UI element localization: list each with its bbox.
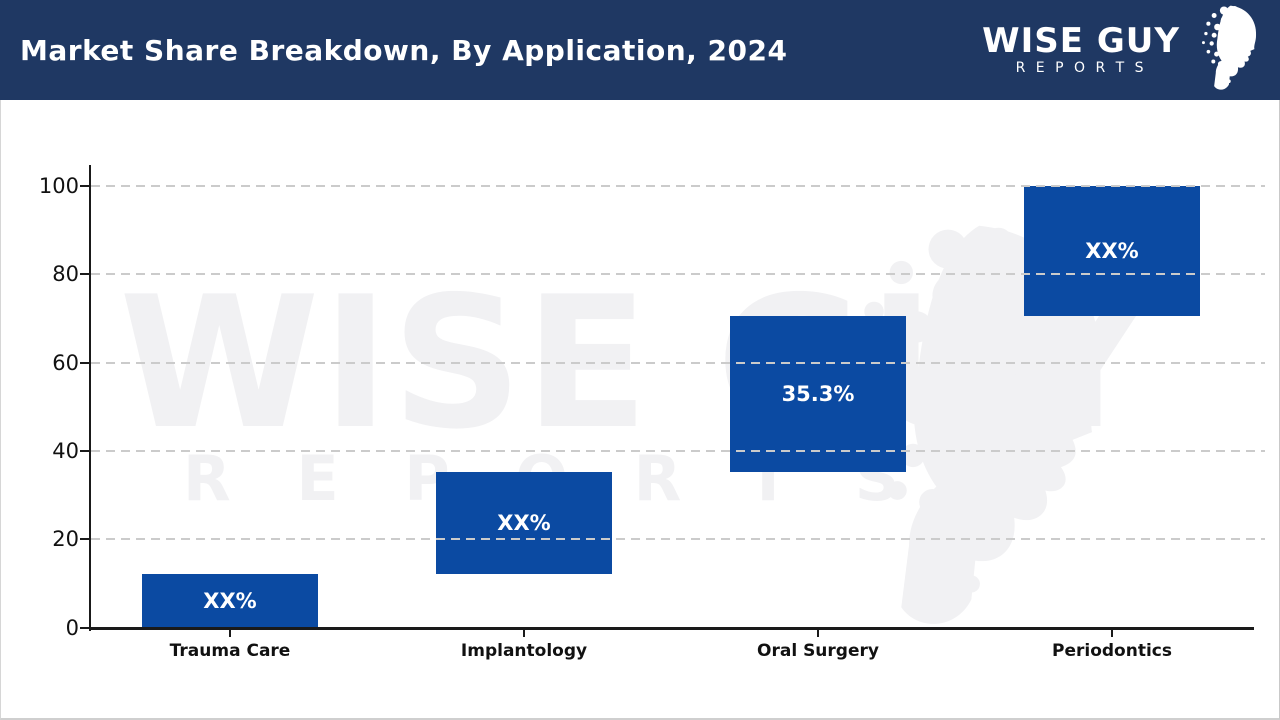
bar: XX% <box>142 573 318 628</box>
y-gridline <box>91 538 1265 541</box>
brand-subtitle: R E P O R T S <box>1015 60 1147 76</box>
header-bar: Market Share Breakdown, By Application, … <box>0 0 1280 100</box>
wise-guy-head-icon <box>1182 4 1266 96</box>
y-tick-label: 0 <box>65 615 79 640</box>
y-tick-label: 20 <box>52 527 79 552</box>
y-gridline <box>91 449 1265 452</box>
y-gridline <box>91 273 1265 276</box>
bar: XX% <box>436 471 612 574</box>
watermark-head-icon <box>753 218 1143 658</box>
y-tick-label: 40 <box>52 438 79 463</box>
y-gridline <box>91 361 1265 364</box>
y-tick-mark <box>80 185 89 187</box>
y-gridline <box>91 185 1265 187</box>
x-category-label: Implantology <box>460 640 588 661</box>
y-tick-mark <box>80 361 89 364</box>
x-tick-mark <box>523 630 525 637</box>
y-axis-spine <box>89 165 91 631</box>
chart-figure: WISE GUY R E P O R T S XX%XX%35.3%XX%020… <box>0 100 1280 720</box>
x-axis-spine <box>89 627 1254 630</box>
y-tick-mark <box>80 449 89 452</box>
x-category-label: Oral Surgery <box>757 640 879 661</box>
x-tick-mark <box>1111 630 1113 637</box>
brand-logo: WISE GUY R E P O R T S <box>982 4 1266 96</box>
bar-value-label: XX% <box>203 588 257 613</box>
bar-value-label: 35.3% <box>781 381 855 406</box>
y-tick-mark <box>80 626 89 629</box>
x-category-label: Trauma Care <box>169 640 291 661</box>
brand-logo-text: WISE GUY R E P O R T S <box>982 23 1180 77</box>
y-tick-mark <box>80 273 89 276</box>
y-tick-label: 60 <box>52 350 79 375</box>
brand-name: WISE GUY <box>982 21 1180 61</box>
x-tick-mark <box>817 630 819 637</box>
bar-value-label: XX% <box>1085 238 1139 263</box>
x-category-label: Periodontics <box>1052 640 1172 661</box>
y-tick-label: 80 <box>52 262 79 287</box>
y-tick-label: 100 <box>38 174 79 198</box>
bar: 35.3% <box>730 315 906 472</box>
x-tick-mark <box>229 630 231 637</box>
bar-value-label: XX% <box>497 510 551 535</box>
y-tick-mark <box>80 538 89 541</box>
chart-title: Market Share Breakdown, By Application, … <box>20 33 788 67</box>
bar: XX% <box>1024 186 1200 316</box>
